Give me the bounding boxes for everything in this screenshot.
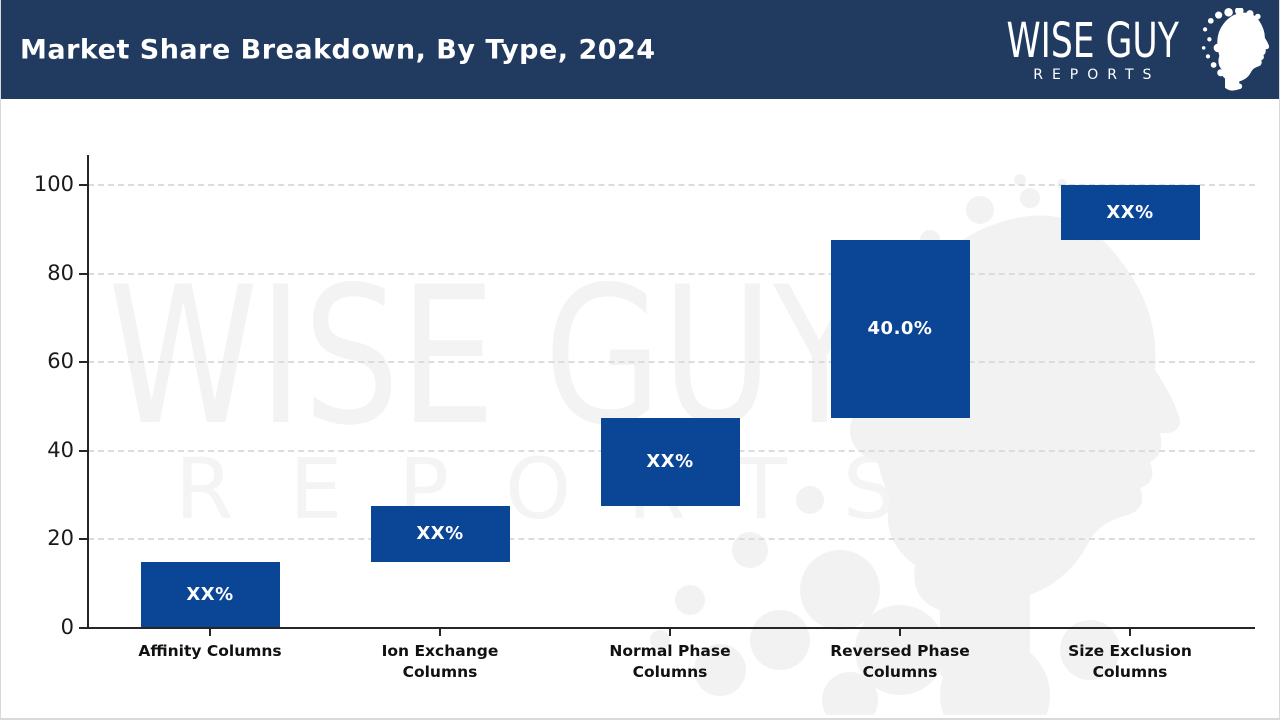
wiseguy-logo: WISE GUY REPORTS [973, 8, 1272, 92]
y-axis-tick-mark [79, 184, 87, 186]
bar-segment: XX% [140, 561, 280, 628]
y-axis-tick-label: 60 [47, 349, 74, 374]
bar-segment: 40.0% [830, 240, 970, 418]
x-axis-tick-mark [899, 628, 901, 636]
gridline-y100 [88, 184, 1255, 186]
x-axis-tick-mark [669, 628, 671, 636]
logo-subtext: REPORTS [1033, 67, 1161, 83]
x-axis-tick-mark [1129, 628, 1131, 636]
y-axis-tick-mark [79, 272, 87, 275]
logo-wordmark: WISE GUY [1006, 13, 1179, 69]
y-axis-tick-mark [79, 538, 87, 541]
y-axis-tick-label: 0 [60, 615, 74, 639]
bar-value-label: XX% [1106, 202, 1154, 224]
x-axis-line [87, 627, 1255, 629]
x-axis-category-label: Affinity Columns [138, 642, 282, 660]
x-axis-category-label: Reversed Phase Columns [830, 642, 970, 681]
x-axis-category-label: Normal Phase Columns [609, 642, 731, 681]
x-axis-category-label: Size Exclusion Columns [1068, 642, 1192, 681]
y-axis-tick-label: 20 [47, 526, 74, 551]
y-axis-tick-mark [79, 361, 87, 364]
bar-segment: XX% [1060, 185, 1200, 241]
y-axis-tick-label: 40 [47, 437, 74, 462]
bar-value-label: XX% [186, 584, 234, 606]
gridline-y20 [88, 538, 1255, 541]
gridline-y80 [88, 272, 1255, 275]
bar-segment: XX% [600, 417, 740, 507]
logo-text: WISE GUY REPORTS [973, 17, 1212, 83]
bar-value-label: 40.0% [867, 318, 933, 340]
x-axis-tick-mark [439, 628, 441, 636]
bar-value-label: XX% [646, 451, 694, 473]
logo-face-icon [1201, 8, 1270, 91]
y-axis-tick-mark [79, 449, 87, 452]
x-axis-tick-mark [209, 628, 211, 636]
x-axis-category-label: Ion Exchange Columns [381, 642, 499, 681]
y-axis-line [87, 155, 89, 629]
header-bar: Market Share Breakdown, By Type, 2024 WI… [0, 0, 1280, 99]
bar-segment: XX% [370, 506, 510, 562]
y-axis-tick-mark [79, 627, 87, 629]
gridline-y60 [88, 361, 1255, 364]
bar-value-label: XX% [416, 523, 464, 545]
page-title: Market Share Breakdown, By Type, 2024 [20, 34, 656, 65]
y-axis-tick-label: 100 [33, 172, 74, 196]
y-axis-tick-label: 80 [47, 260, 74, 285]
